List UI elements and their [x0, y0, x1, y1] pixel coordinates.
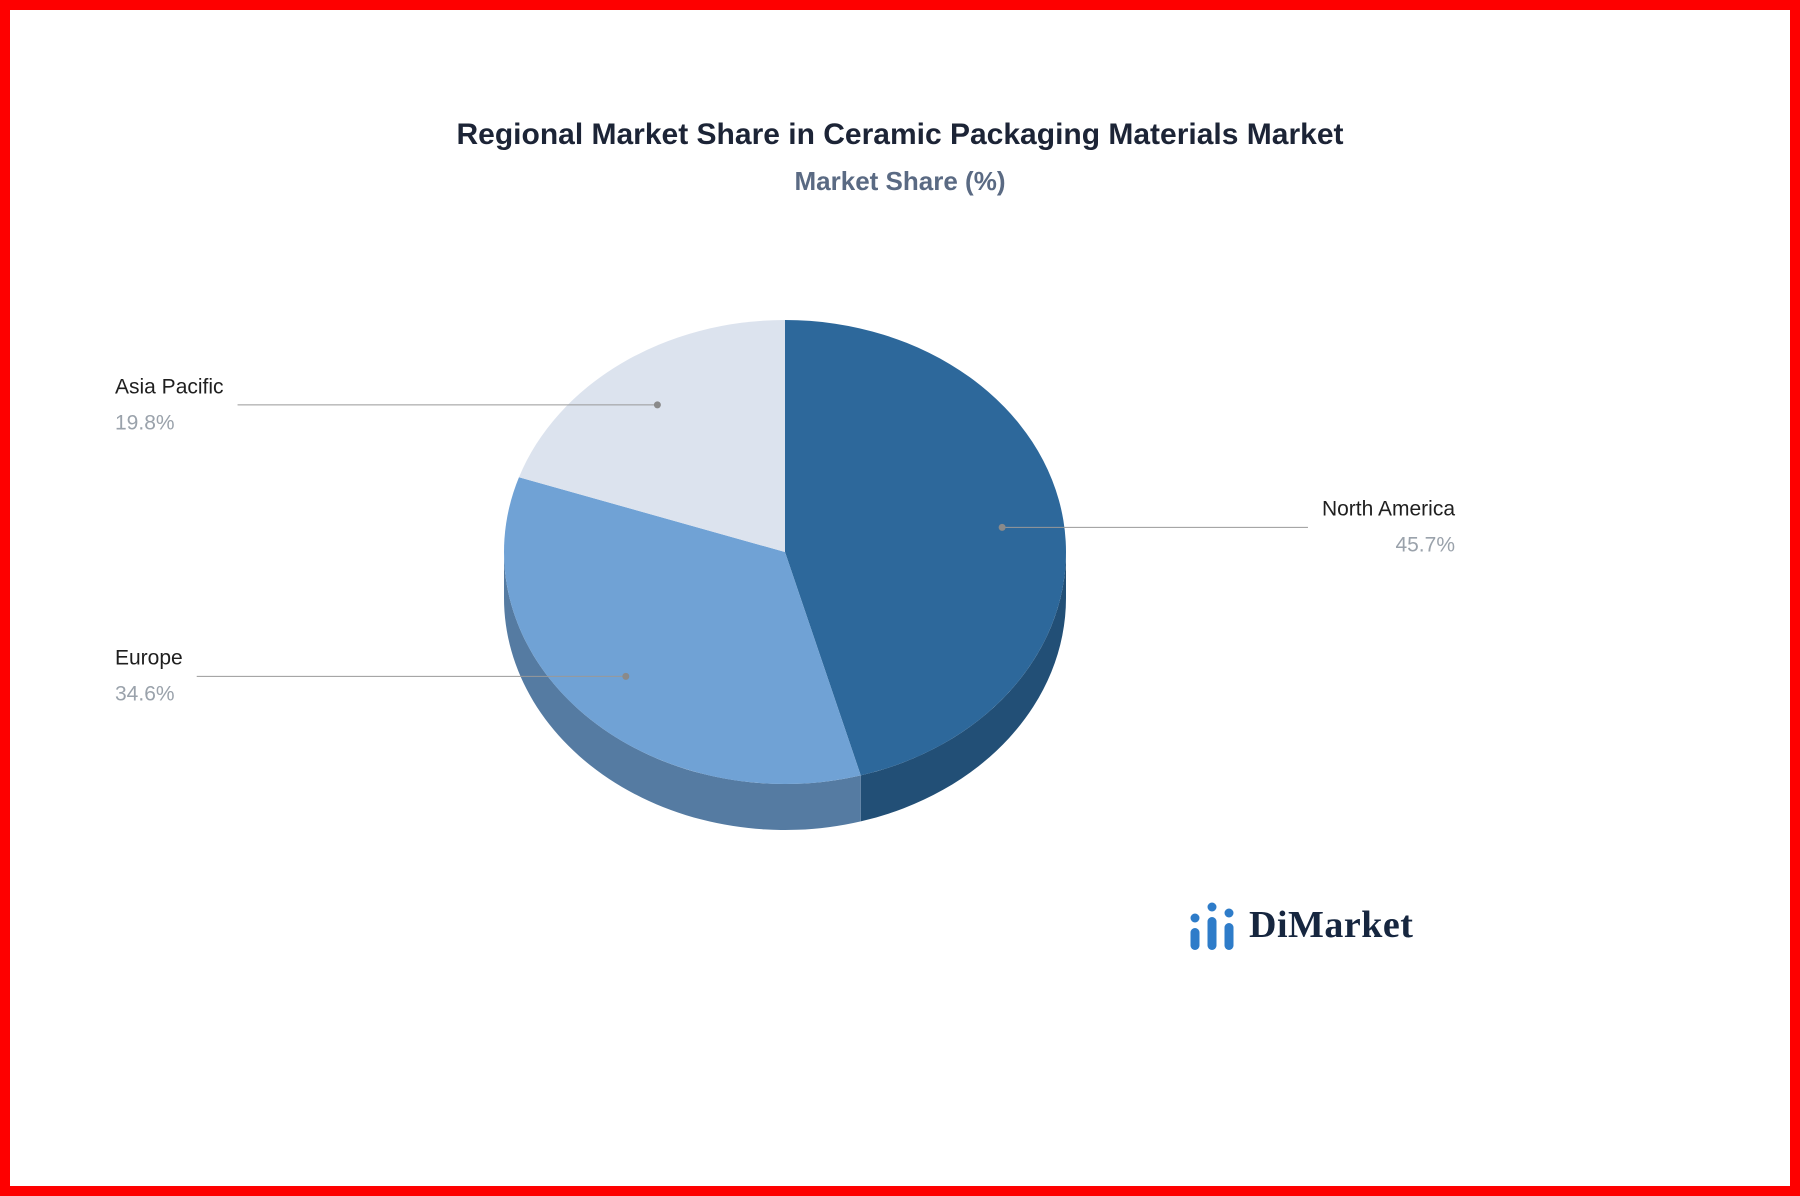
dimarket-logo-icon — [1190, 902, 1234, 950]
pie-slice-europe — [504, 477, 861, 784]
pie-label-name: Asia Pacific — [115, 375, 224, 399]
leader-dot-europe — [622, 672, 630, 680]
pie-label-value: 34.6% — [115, 682, 175, 706]
chart-subtitle: Market Share (%) — [794, 166, 1006, 196]
pie-slice-asia-pacific — [518, 320, 785, 552]
pie-label-asia-pacific: Asia Pacific 19.8% — [115, 376, 224, 433]
pie-slice-north-america — [785, 320, 1066, 776]
pie-label-europe: Europe 34.6% — [115, 648, 183, 705]
pie-label-value: 45.7% — [1395, 533, 1455, 557]
pie-label-north-america: North America 45.7% — [1322, 499, 1455, 556]
pie-label-value: 19.8% — [115, 411, 175, 435]
dimarket-logo-text: DiMarket — [1249, 904, 1414, 946]
dimarket-logo: DiMarket — [1188, 898, 1413, 952]
pie-slice-side-north-america — [860, 552, 1066, 822]
pie-label-name: Europe — [115, 646, 183, 670]
chart-title: Regional Market Share in Ceramic Packagi… — [456, 118, 1344, 151]
leader-dot-asia-pacific — [653, 401, 661, 409]
leader-dot-north-america — [998, 523, 1006, 531]
pie-slice-side-europe — [504, 552, 861, 830]
pie-label-name: North America — [1321, 497, 1455, 521]
